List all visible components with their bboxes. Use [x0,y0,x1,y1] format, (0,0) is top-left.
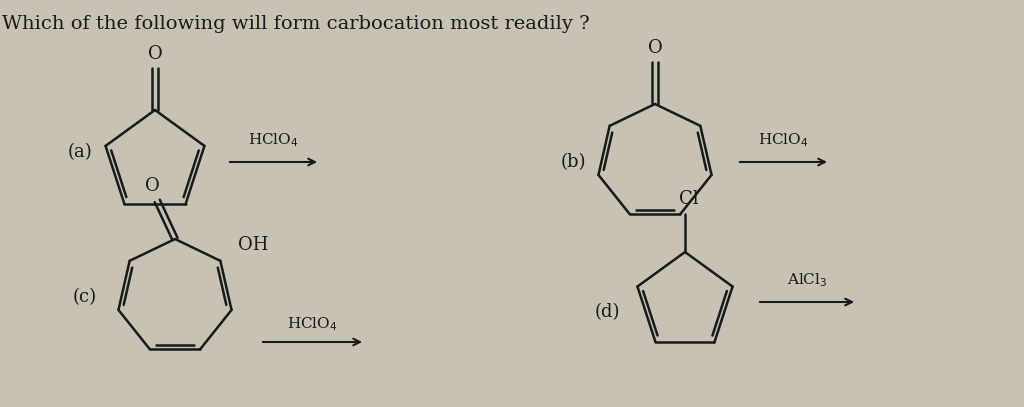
Text: (a): (a) [68,143,92,161]
Text: Cl: Cl [679,190,698,208]
Text: AlCl$_3$: AlCl$_3$ [786,271,827,289]
Text: O: O [647,39,663,57]
Text: (b): (b) [560,153,586,171]
Text: HClO$_4$: HClO$_4$ [287,315,337,333]
Text: Which of the following will form carbocation most readily ?: Which of the following will form carboca… [1,15,589,33]
Text: HClO$_4$: HClO$_4$ [248,131,298,149]
Text: OH: OH [239,236,268,254]
Text: (d): (d) [594,303,620,321]
Text: O: O [144,177,160,195]
Text: HClO$_4$: HClO$_4$ [758,131,808,149]
Text: (c): (c) [73,288,97,306]
Text: O: O [147,45,163,63]
